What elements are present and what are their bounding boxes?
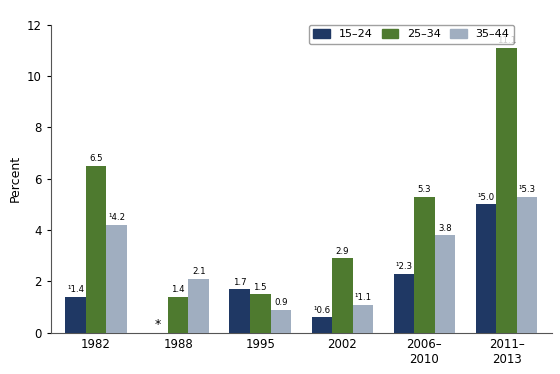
Bar [496, 47, 517, 333]
Text: *: * [155, 318, 161, 331]
Text: ¹0.6: ¹0.6 [313, 306, 330, 315]
Text: 2.9: 2.9 [335, 247, 349, 256]
Bar [270, 310, 291, 333]
Text: ¹5.3: ¹5.3 [519, 185, 535, 194]
Bar [106, 225, 127, 333]
Y-axis label: Percent: Percent [8, 155, 21, 202]
Legend: 15–24, 25–34, 35–44: 15–24, 25–34, 35–44 [309, 25, 514, 44]
Bar [168, 297, 188, 333]
Text: 1.4: 1.4 [171, 285, 185, 294]
Bar [476, 204, 496, 333]
Text: 1.7: 1.7 [233, 278, 246, 286]
Text: ¹5.0: ¹5.0 [478, 193, 494, 202]
Bar [66, 297, 86, 333]
Text: ¹1.4: ¹1.4 [67, 285, 84, 294]
Text: ¹2.3: ¹2.3 [395, 262, 413, 271]
Text: 3.8: 3.8 [438, 224, 452, 233]
Text: 6.5: 6.5 [89, 154, 103, 163]
Text: 2.1: 2.1 [192, 267, 206, 276]
Bar [394, 274, 414, 333]
Text: 1.5: 1.5 [254, 283, 267, 292]
Bar [435, 235, 455, 333]
Bar [86, 166, 106, 333]
Bar [332, 258, 353, 333]
Text: 5.3: 5.3 [418, 185, 431, 194]
Text: 11.1: 11.1 [497, 36, 516, 45]
Bar [230, 289, 250, 333]
Bar [353, 304, 373, 333]
Bar [311, 318, 332, 333]
Text: ¹1.1: ¹1.1 [354, 293, 371, 302]
Bar [414, 197, 435, 333]
Text: 0.9: 0.9 [274, 298, 287, 307]
Bar [188, 279, 209, 333]
Bar [517, 197, 537, 333]
Bar [250, 294, 270, 333]
Text: ¹4.2: ¹4.2 [108, 213, 125, 223]
